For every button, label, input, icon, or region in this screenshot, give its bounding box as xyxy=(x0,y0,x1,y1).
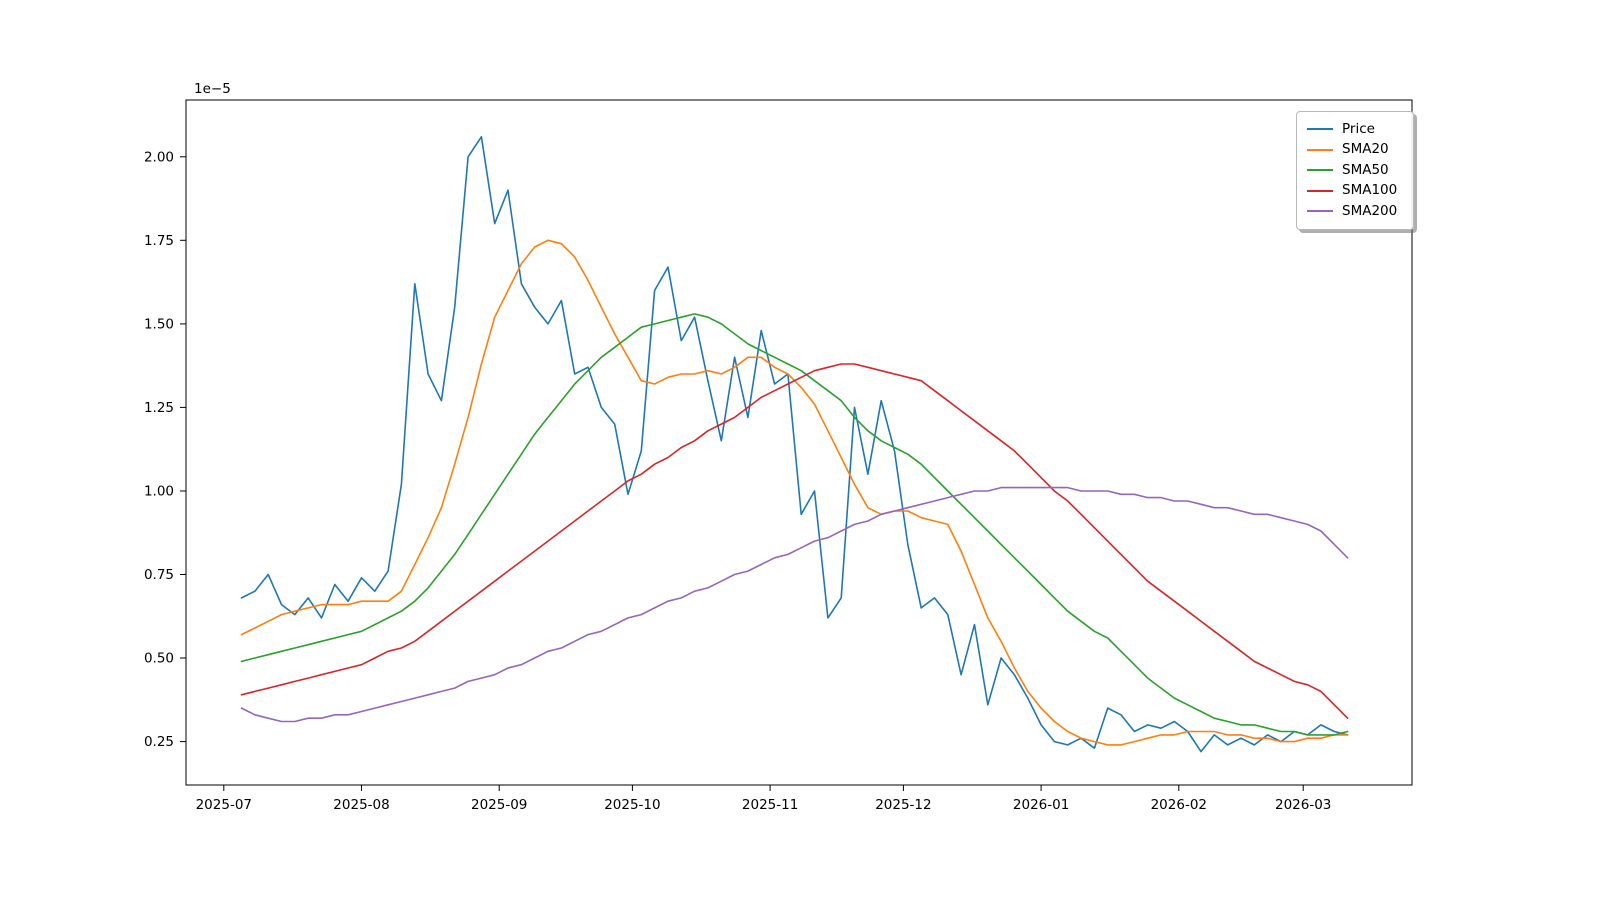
sma100-line-swatch xyxy=(1307,189,1333,192)
x-tick-label: 2026-01 xyxy=(1013,797,1069,813)
legend-label-sma200: SMA200 xyxy=(1342,202,1398,219)
y-tick-label: 0.50 xyxy=(144,651,174,667)
price-line xyxy=(240,136,1349,753)
legend-item-sma20: SMA20 xyxy=(1307,140,1403,161)
x-tick-label: 2025-09 xyxy=(471,797,527,813)
x-tick-label: 2025-07 xyxy=(196,797,252,813)
legend-item-sma50: SMA50 xyxy=(1307,160,1403,181)
legend-item-sma200: SMA200 xyxy=(1307,201,1403,222)
sma200-line-swatch xyxy=(1307,210,1333,213)
legend-label-sma100: SMA100 xyxy=(1342,182,1398,198)
sma20-line xyxy=(240,239,1349,746)
y-tick-label: 0.25 xyxy=(144,734,174,750)
sma50-line xyxy=(240,313,1349,736)
y-tick-label: 2.00 xyxy=(144,149,174,165)
sma100-line xyxy=(240,363,1349,720)
sma50-line-swatch xyxy=(1307,169,1333,172)
chart-legend: Price SMA20 SMA50 SMA100 SMA200 xyxy=(1296,111,1414,230)
legend-item-price: Price xyxy=(1307,119,1403,140)
x-tick-label: 2026-02 xyxy=(1151,797,1207,813)
legend-label-sma50: SMA50 xyxy=(1342,161,1389,178)
legend-label-price: Price xyxy=(1342,120,1375,137)
sma200-line xyxy=(240,486,1349,723)
y-tick-label: 1.50 xyxy=(144,316,174,332)
y-offset-label: 1e−5 xyxy=(194,81,231,97)
axes-box xyxy=(185,99,1413,786)
x-tick-label: 2026-03 xyxy=(1275,797,1331,813)
x-tick-label: 2025-11 xyxy=(742,797,798,813)
price-line-swatch xyxy=(1307,128,1333,131)
x-tick-label: 2025-08 xyxy=(333,797,389,813)
sma20-line-swatch xyxy=(1307,148,1333,151)
x-tick-label: 2025-10 xyxy=(604,797,660,813)
legend-item-sma100: SMA100 xyxy=(1307,181,1403,202)
y-tick-label: 1.25 xyxy=(144,400,174,416)
y-tick-label: 1.75 xyxy=(144,233,174,249)
y-tick-label: 1.00 xyxy=(144,484,174,500)
y-tick-label: 0.75 xyxy=(144,567,174,583)
legend-label-sma20: SMA20 xyxy=(1342,141,1389,157)
x-tick-label: 2025-12 xyxy=(875,797,931,813)
